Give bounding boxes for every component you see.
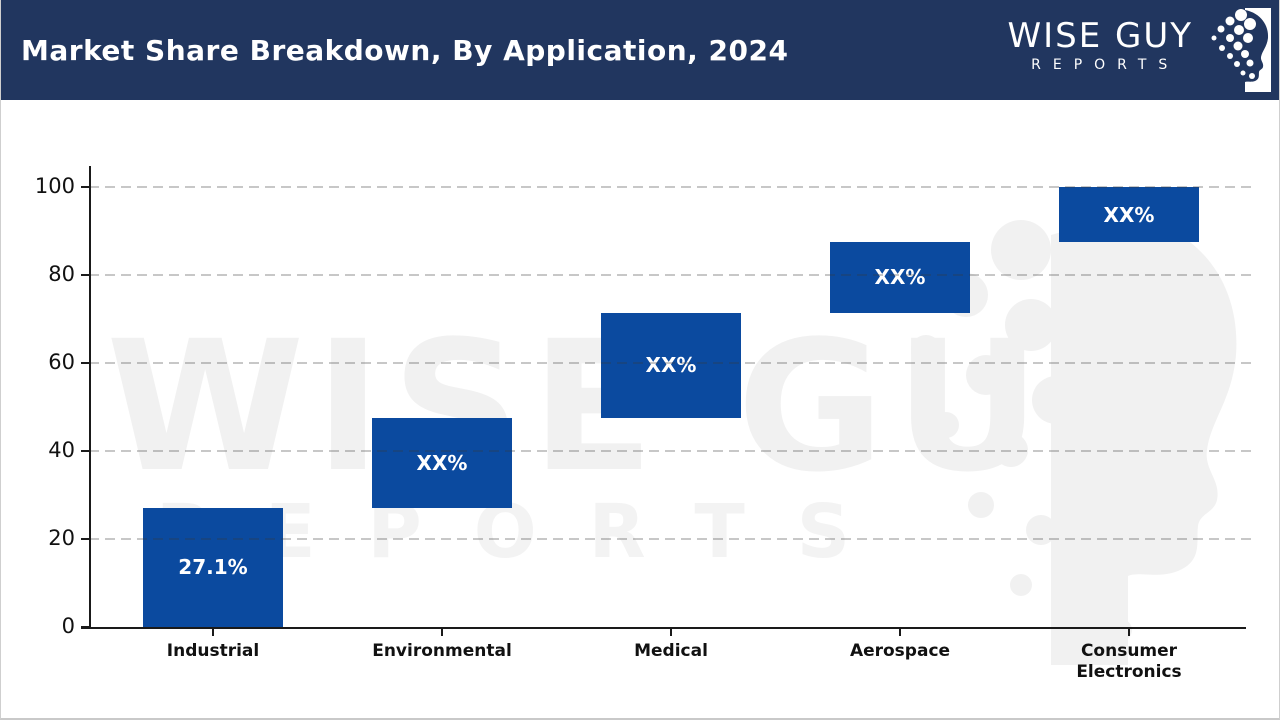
- y-axis-line: [89, 166, 91, 629]
- chart-title: Market Share Breakdown, By Application, …: [21, 33, 789, 67]
- header-bar: Market Share Breakdown, By Application, …: [1, 0, 1279, 100]
- y-axis-tick-label: 100: [34, 174, 75, 198]
- x-axis-tick: [670, 627, 672, 636]
- bar-value-label: 27.1%: [178, 555, 248, 580]
- logo-subtitle: REPORTS: [1031, 57, 1180, 74]
- x-axis-category-label: Aerospace: [849, 641, 951, 661]
- x-axis-category-label: Medical: [634, 641, 708, 661]
- bar-value-label: XX%: [416, 450, 468, 475]
- y-axis-tick-label: 60: [48, 350, 75, 374]
- chart-canvas: WISE GUY REPORTS 27.1% XX% XX% XX% XX% Indus…: [1, 100, 1279, 718]
- x-axis-line: [81, 627, 1246, 629]
- bar-value-label: XX%: [874, 265, 926, 290]
- y-axis-tick-label: 20: [48, 526, 75, 550]
- x-axis-tick: [1128, 627, 1130, 636]
- y-axis-tick-label: 0: [61, 614, 75, 638]
- wiseguy-face-icon: [1211, 8, 1271, 92]
- y-axis-tick: [81, 538, 89, 540]
- y-axis-tick-label: 80: [48, 262, 75, 286]
- y-axis-tick-label: 40: [48, 438, 75, 462]
- wise-guy-logo: WISE GUY REPORTS: [1007, 16, 1193, 74]
- bar-segment: XX%: [372, 418, 512, 508]
- y-axis-tick: [81, 450, 89, 452]
- x-axis-category-label: Industrial: [166, 641, 260, 661]
- y-axis-tick: [81, 274, 89, 276]
- x-axis-tick: [441, 627, 443, 636]
- y-axis-tick: [81, 186, 89, 188]
- bar-segment: XX%: [601, 312, 741, 418]
- bar-value-label: XX%: [645, 353, 697, 378]
- watermark-face-icon: [911, 215, 1237, 665]
- bar-value-label: XX%: [1103, 202, 1155, 227]
- logo-wordmark: WISE GUY: [1007, 16, 1193, 56]
- y-axis-tick: [81, 362, 89, 364]
- bar-segment: 27.1%: [143, 507, 283, 627]
- bars-layer: 27.1% XX% XX% XX% XX%: [1, 100, 1279, 718]
- bar-segment: XX%: [830, 242, 970, 313]
- x-axis-category-label: Consumer Electronics: [1076, 641, 1182, 683]
- x-axis-tick: [899, 627, 901, 636]
- axes-layer: Industrial Environmental Medical Aerospace C…: [1, 100, 1279, 718]
- x-axis-tick: [212, 627, 214, 636]
- x-axis-category-label: Environmental: [372, 641, 512, 661]
- bar-segment: XX%: [1059, 187, 1199, 242]
